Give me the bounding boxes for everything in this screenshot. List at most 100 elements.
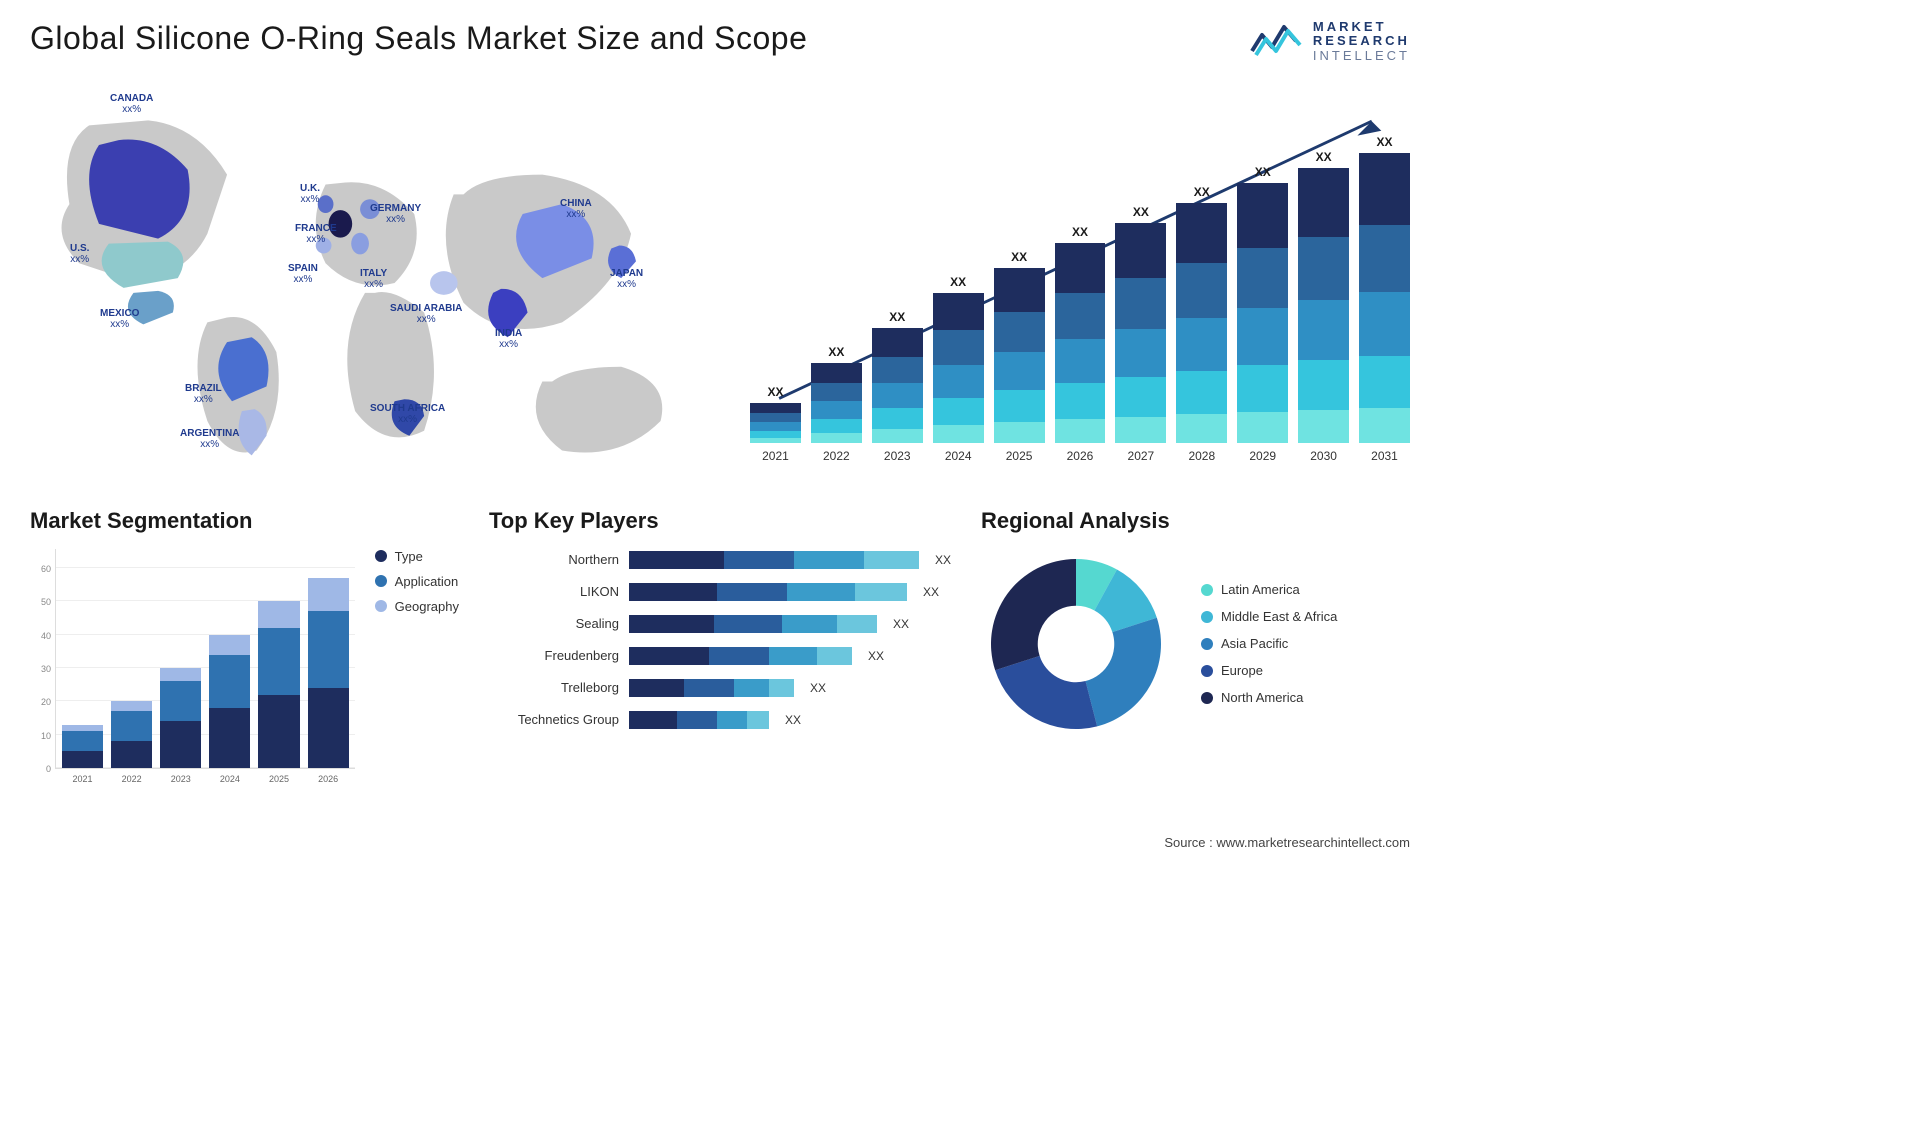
player-name: Northern xyxy=(489,552,619,567)
players-bar-chart: NorthernXXLIKONXXSealingXXFreudenbergXXT… xyxy=(489,549,951,731)
growth-bar-value: XX xyxy=(1377,135,1393,149)
seg-bar-col: 2022 xyxy=(111,701,152,768)
growth-bar-value: XX xyxy=(1255,165,1271,179)
donut-slice xyxy=(991,559,1076,670)
player-value: XX xyxy=(810,681,826,695)
player-row: FreudenbergXX xyxy=(489,645,951,667)
seg-axis-tick: 30 xyxy=(41,664,51,674)
segmentation-panel: Market Segmentation 0102030405060 202120… xyxy=(30,508,459,788)
map-label: FRANCExx% xyxy=(295,223,337,245)
player-row: LIKON XX xyxy=(489,581,951,603)
growth-bar-value: XX xyxy=(1194,185,1210,199)
logo-text: MARKET RESEARCH INTELLECT xyxy=(1313,20,1410,63)
growth-bar-value: XX xyxy=(828,345,844,359)
growth-bar-value: XX xyxy=(1011,250,1027,264)
seg-axis-tick: 50 xyxy=(41,597,51,607)
growth-bar-year: 2028 xyxy=(1188,449,1215,463)
map-label: JAPANxx% xyxy=(610,268,643,290)
growth-bar-col: XX 2031 xyxy=(1359,135,1410,463)
growth-bar-value: XX xyxy=(950,275,966,289)
growth-bar-year: 2022 xyxy=(823,449,850,463)
regional-donut-chart xyxy=(981,549,1171,739)
regional-panel: Regional Analysis Latin AmericaMiddle Ea… xyxy=(981,508,1410,788)
player-row: Northern XX xyxy=(489,549,951,571)
regional-legend: Latin AmericaMiddle East & AfricaAsia Pa… xyxy=(1201,582,1337,705)
regional-title: Regional Analysis xyxy=(981,508,1410,534)
map-label: INDIAxx% xyxy=(495,328,522,350)
regional-legend-item: North America xyxy=(1201,690,1337,705)
growth-bar-col: XX 2027 xyxy=(1115,205,1166,463)
seg-bar-year: 2026 xyxy=(308,774,349,784)
seg-axis-tick: 40 xyxy=(41,631,51,641)
player-name: LIKON xyxy=(489,584,619,599)
growth-bar-year: 2031 xyxy=(1371,449,1398,463)
donut-slice xyxy=(1086,618,1161,727)
regional-legend-item: Middle East & Africa xyxy=(1201,609,1337,624)
growth-bar-chart: XX2021XX2022XX2023XX2024XX2025XX2026XX20… xyxy=(730,83,1410,483)
seg-axis-tick: 20 xyxy=(41,697,51,707)
seg-bar-col: 2021 xyxy=(62,725,103,768)
growth-bar-col: XX 2026 xyxy=(1055,225,1106,463)
growth-bar-year: 2026 xyxy=(1067,449,1094,463)
seg-bar-col: 2023 xyxy=(160,668,201,768)
map-label: SAUDI ARABIAxx% xyxy=(390,303,462,325)
donut-slice xyxy=(995,656,1097,729)
source-attribution: Source : www.marketresearchintellect.com xyxy=(1164,835,1410,850)
map-label: U.K.xx% xyxy=(300,183,320,205)
seg-bar-year: 2022 xyxy=(111,774,152,784)
seg-bar-col: 2026 xyxy=(308,578,349,768)
seg-axis-tick: 0 xyxy=(46,764,51,774)
growth-bar-value: XX xyxy=(1072,225,1088,239)
growth-bar-year: 2024 xyxy=(945,449,972,463)
seg-legend-item: Type xyxy=(375,549,459,564)
player-value: XX xyxy=(923,585,939,599)
growth-bar-year: 2030 xyxy=(1310,449,1337,463)
map-label: U.S.xx% xyxy=(70,243,89,265)
player-name: Freudenberg xyxy=(489,648,619,663)
segmentation-title: Market Segmentation xyxy=(30,508,459,534)
map-label: BRAZILxx% xyxy=(185,383,222,405)
growth-bar-year: 2021 xyxy=(762,449,789,463)
player-value: XX xyxy=(935,553,951,567)
player-value: XX xyxy=(785,713,801,727)
growth-bar-year: 2027 xyxy=(1128,449,1155,463)
map-label: CHINAxx% xyxy=(560,198,592,220)
map-label: MEXICOxx% xyxy=(100,308,139,330)
players-panel: Top Key Players Northern XX LIKON XX Sealing… xyxy=(489,508,951,788)
growth-bar-col: XX 2023 xyxy=(872,310,923,463)
page-title: Global Silicone O-Ring Seals Market Size… xyxy=(30,20,807,57)
player-name: Trelleborg xyxy=(489,680,619,695)
seg-bar-year: 2024 xyxy=(209,774,250,784)
regional-legend-item: Europe xyxy=(1201,663,1337,678)
brand-logo: MARKET RESEARCH INTELLECT xyxy=(1250,20,1410,63)
growth-bar-year: 2025 xyxy=(1006,449,1033,463)
seg-bar-year: 2025 xyxy=(258,774,299,784)
map-label: ITALYxx% xyxy=(360,268,387,290)
player-name: Technetics Group xyxy=(489,712,619,727)
growth-bar-value: XX xyxy=(889,310,905,324)
player-row: Technetics Group XX xyxy=(489,709,951,731)
logo-mark-icon xyxy=(1250,21,1305,61)
growth-bar-year: 2023 xyxy=(884,449,911,463)
seg-bar-col: 2024 xyxy=(209,635,250,768)
growth-bar-col: XX 2025 xyxy=(994,250,1045,463)
growth-bar-col: XX 2029 xyxy=(1237,165,1288,463)
growth-bar-col: XX 2022 xyxy=(811,345,862,463)
growth-bar-value: XX xyxy=(1133,205,1149,219)
seg-bar-year: 2023 xyxy=(160,774,201,784)
seg-axis-tick: 10 xyxy=(41,731,51,741)
growth-bar-col: XX2021 xyxy=(750,385,801,463)
growth-bar-col: XX2030 xyxy=(1298,150,1349,463)
player-row: Trelleborg XX xyxy=(489,677,951,699)
seg-bar-col: 2025 xyxy=(258,601,299,768)
players-title: Top Key Players xyxy=(489,508,951,534)
world-map-panel: CANADAxx%U.S.xx%MEXICOxx%BRAZILxx%ARGENT… xyxy=(30,83,700,483)
seg-axis-tick: 60 xyxy=(41,564,51,574)
growth-bar-col: XX 2024 xyxy=(933,275,984,463)
map-label: GERMANYxx% xyxy=(370,203,421,225)
growth-bar-year: 2029 xyxy=(1249,449,1276,463)
segmentation-legend: TypeApplicationGeography xyxy=(375,549,459,769)
map-label: SOUTH AFRICAxx% xyxy=(370,403,445,425)
player-name: Sealing xyxy=(489,616,619,631)
seg-bar-year: 2021 xyxy=(62,774,103,784)
